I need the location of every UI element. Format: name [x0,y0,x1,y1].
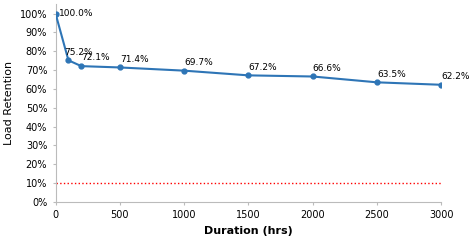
X-axis label: Duration (hrs): Duration (hrs) [204,226,293,236]
Text: 63.5%: 63.5% [377,70,406,78]
Text: 75.2%: 75.2% [64,48,93,57]
Text: 62.2%: 62.2% [441,72,470,81]
Y-axis label: Load Retention: Load Retention [4,61,14,145]
Text: 67.2%: 67.2% [248,63,277,72]
Text: 66.6%: 66.6% [313,64,341,73]
Text: 71.4%: 71.4% [120,55,148,64]
Text: 72.1%: 72.1% [81,53,110,62]
Text: 100.0%: 100.0% [59,9,94,18]
Text: 69.7%: 69.7% [184,58,213,67]
